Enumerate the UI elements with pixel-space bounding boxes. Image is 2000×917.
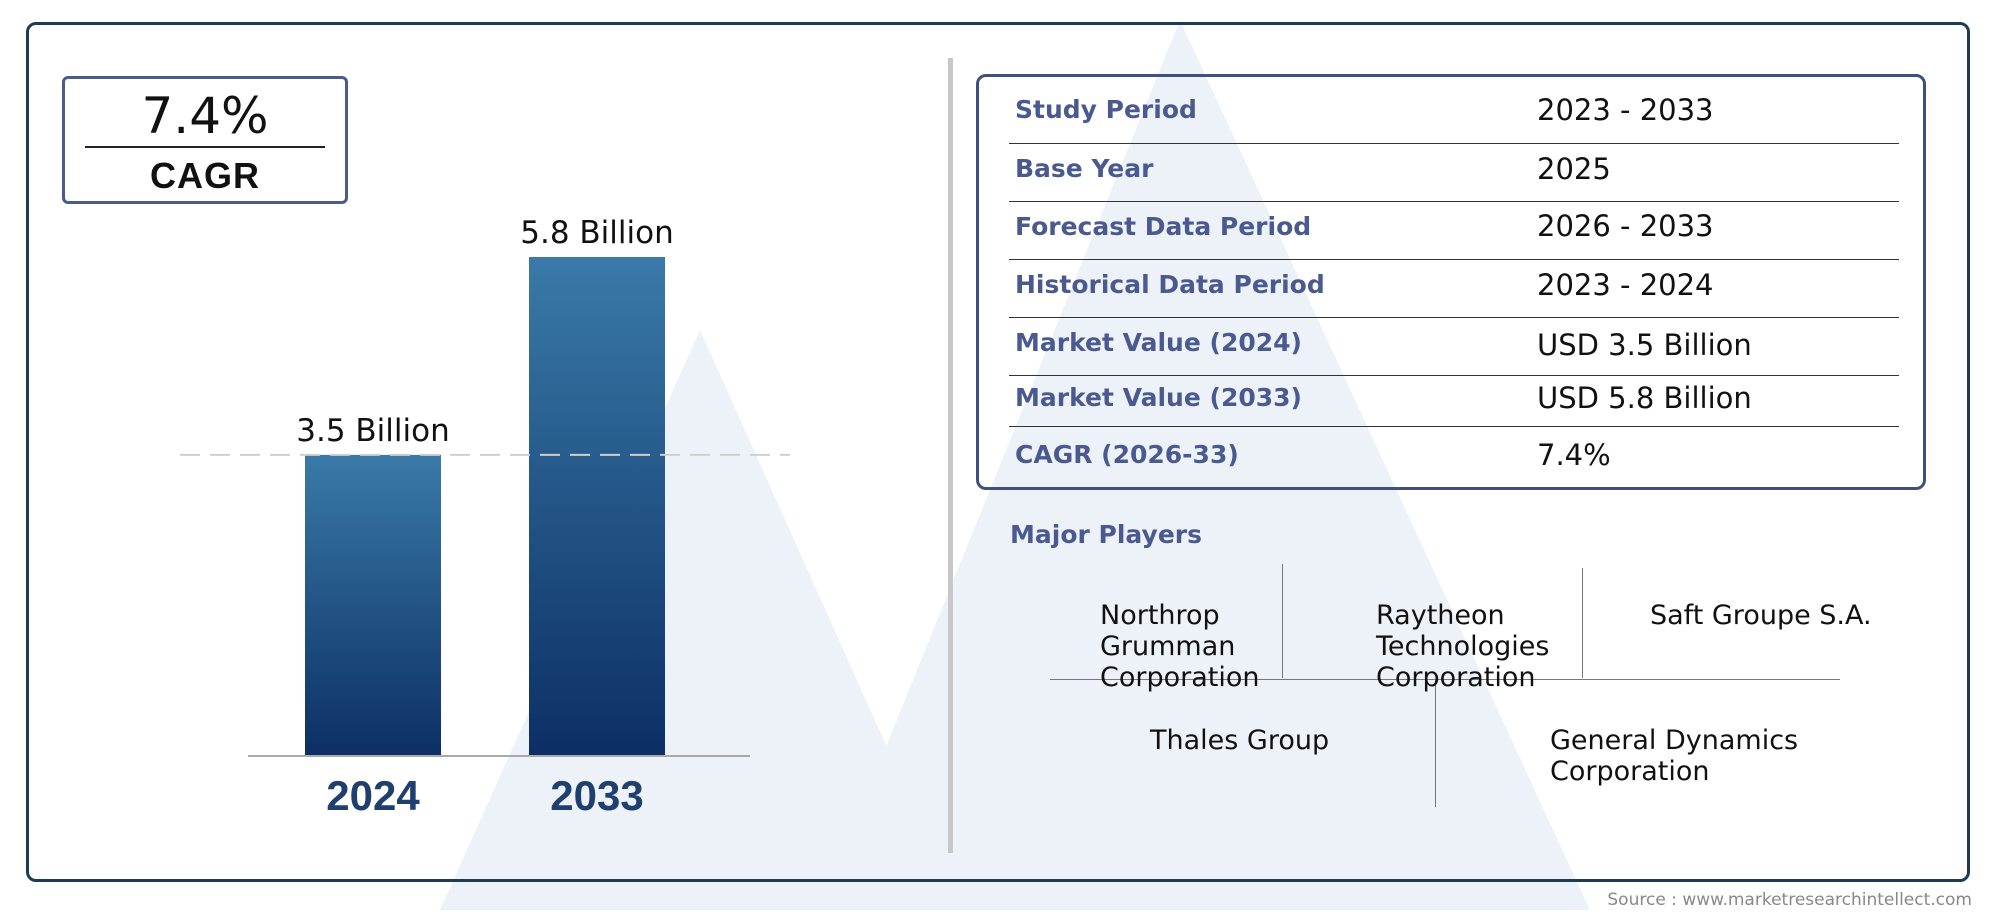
- info-label: CAGR (2026-33): [1015, 440, 1239, 469]
- bar-chart: 3.5 Billion 2024 5.8 Billion 2033: [180, 215, 790, 819]
- cagr-badge: 7.4% CAGR: [62, 76, 348, 204]
- source-note: Source : www.marketresearchintellect.com: [1607, 890, 1972, 910]
- info-label: Base Year: [1015, 154, 1154, 183]
- info-label: Market Value (2033): [1015, 383, 1302, 412]
- bar-2024: [305, 454, 441, 756]
- x-tick-label: 2033: [550, 772, 643, 819]
- info-row: Base Year 2025: [1009, 143, 1899, 202]
- player-name: Raytheon Technologies Corporation: [1376, 600, 1550, 693]
- player-name: Saft Groupe S.A.: [1650, 600, 1872, 631]
- cagr-divider: [85, 146, 325, 148]
- info-label: Market Value (2024): [1015, 328, 1302, 357]
- info-row: Forecast Data Period 2026 - 2033: [1009, 201, 1899, 260]
- players-title: Major Players: [1010, 520, 1202, 549]
- cagr-value: 7.4%: [141, 87, 269, 145]
- info-row: Study Period 2023 - 2033: [1009, 77, 1899, 144]
- info-value: 2023 - 2033: [1537, 93, 1714, 127]
- info-value: USD 3.5 Billion: [1537, 328, 1752, 362]
- info-label: Forecast Data Period: [1015, 212, 1312, 241]
- info-value: 2023 - 2024: [1537, 268, 1714, 302]
- data-label: 5.8 Billion: [520, 215, 674, 251]
- info-table: Study Period 2023 - 2033 Base Year 2025 …: [976, 74, 1926, 490]
- players-divider: [1050, 679, 1840, 680]
- bar-2033: [529, 257, 665, 756]
- info-row: CAGR (2026-33) 7.4%: [1009, 426, 1899, 486]
- info-value: 2025: [1537, 152, 1611, 186]
- players-divider: [1282, 564, 1283, 678]
- info-row: Market Value (2033) USD 5.8 Billion: [1009, 375, 1899, 427]
- info-row: Historical Data Period 2023 - 2024: [1009, 259, 1899, 318]
- info-value: 7.4%: [1537, 438, 1611, 472]
- cagr-label: CAGR: [150, 155, 260, 196]
- outer-frame: [26, 22, 1970, 882]
- info-value: 2026 - 2033: [1537, 209, 1714, 243]
- info-row: Market Value (2024) USD 3.5 Billion: [1009, 317, 1899, 376]
- data-label: 3.5 Billion: [296, 413, 450, 449]
- info-label: Study Period: [1015, 95, 1197, 124]
- player-name: General Dynamics Corporation: [1550, 725, 1799, 787]
- players-divider: [1435, 679, 1436, 807]
- players-divider: [1582, 568, 1583, 678]
- info-label: Historical Data Period: [1015, 270, 1325, 299]
- x-tick-label: 2024: [326, 772, 420, 819]
- player-name: Thales Group: [1150, 725, 1330, 756]
- info-value: USD 5.8 Billion: [1537, 381, 1752, 415]
- section-divider: [948, 58, 953, 853]
- player-name: Northrop Grumman Corporation: [1100, 600, 1260, 693]
